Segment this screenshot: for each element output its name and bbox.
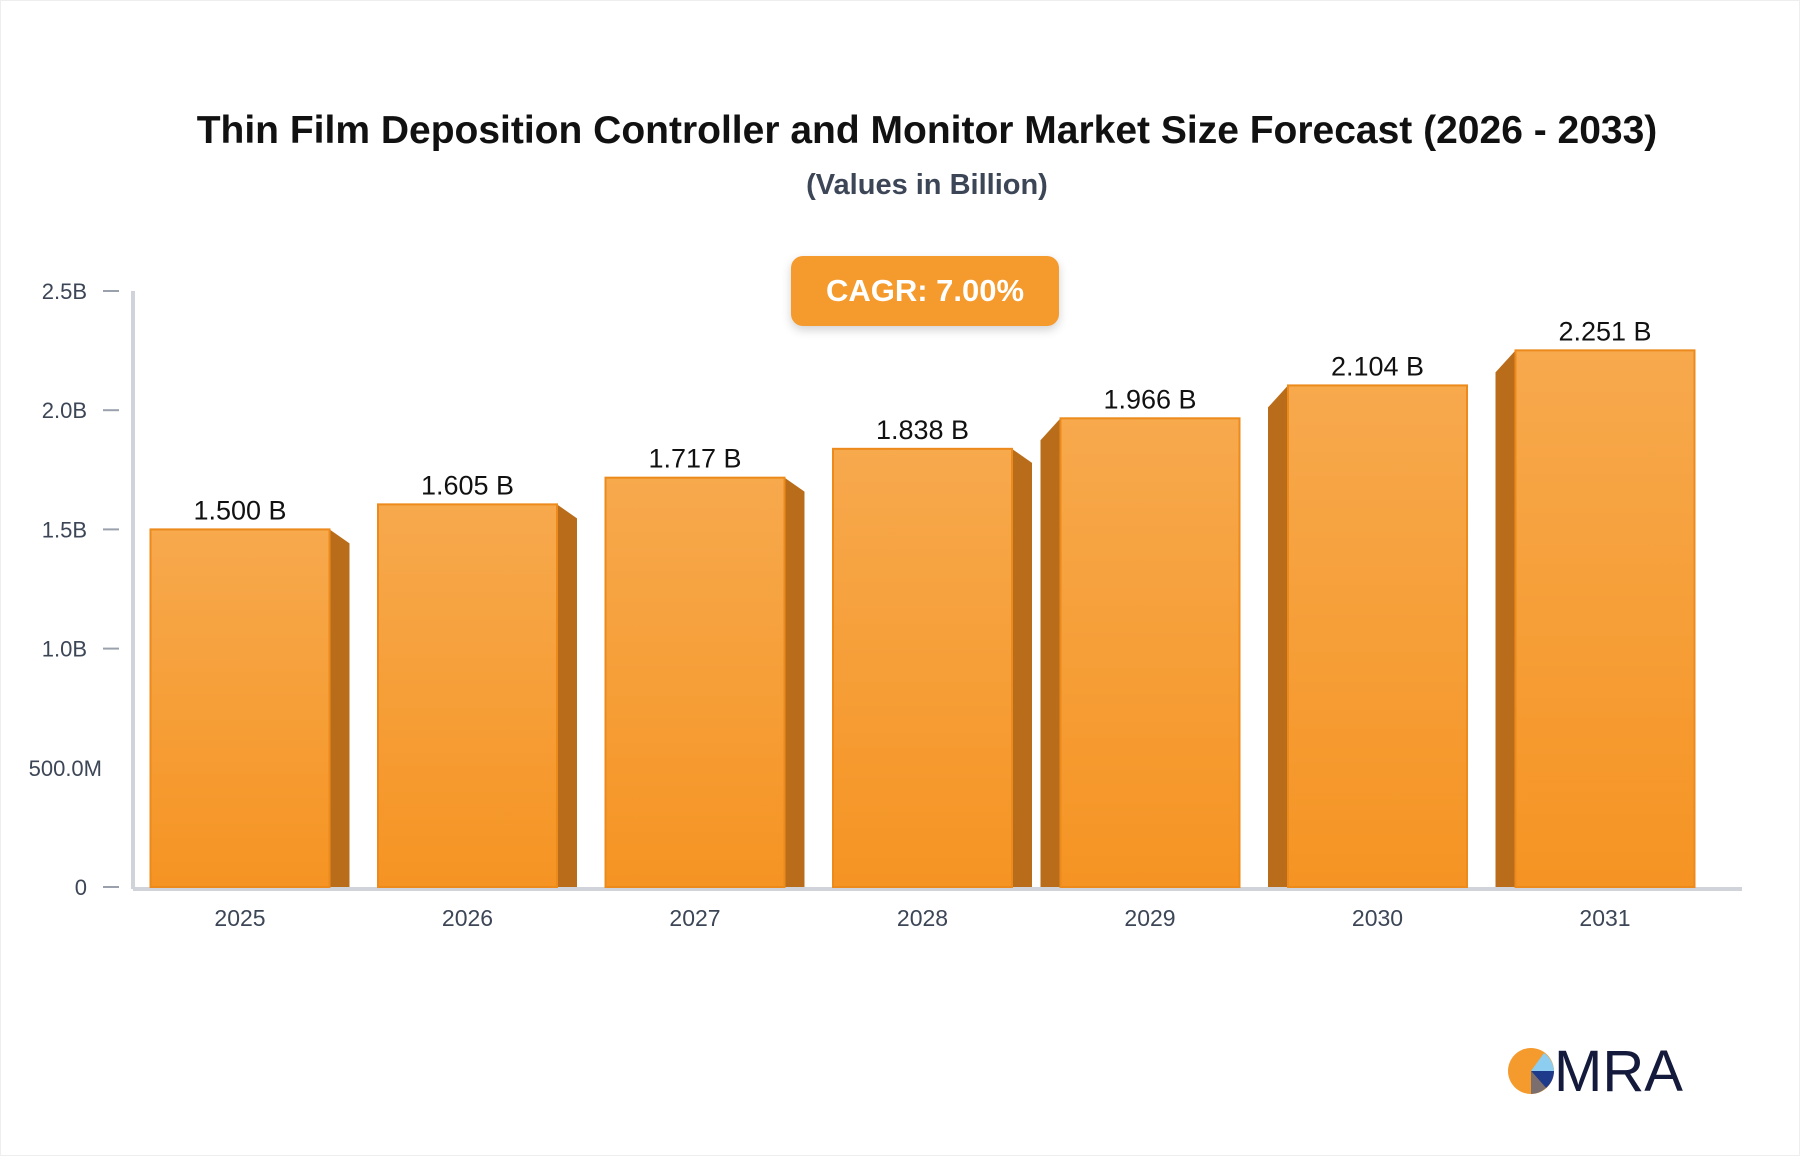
data-label: 2.104 B <box>1331 351 1424 381</box>
x-tick-label: 2025 <box>214 905 265 931</box>
x-tick-label: 2031 <box>1579 905 1630 931</box>
bar <box>149 528 331 889</box>
chart-subtitle: (Values in Billion) <box>806 169 1048 201</box>
bar-side <box>1268 385 1288 887</box>
bar-side <box>1012 448 1032 887</box>
cagr-badge: CAGR: 7.00% <box>791 256 1059 326</box>
bar-side <box>1495 350 1516 888</box>
data-label: 2.251 B <box>1558 316 1651 346</box>
data-label: 1.605 B <box>421 470 514 500</box>
bar-side <box>557 504 577 887</box>
x-tick-label: 2030 <box>1352 905 1403 931</box>
bar-side <box>1040 418 1061 887</box>
data-label: 1.717 B <box>648 444 741 474</box>
x-tick-label: 2026 <box>442 905 493 931</box>
y-tick-label: 2.0B <box>42 398 87 423</box>
x-tick-label: 2029 <box>1124 905 1175 931</box>
bar <box>832 447 1013 888</box>
y-tick-label: 1.5B <box>42 517 87 542</box>
bar <box>1287 384 1468 888</box>
bar <box>604 476 786 888</box>
bar <box>1514 349 1696 889</box>
data-label: 1.966 B <box>1103 384 1196 414</box>
data-label: 1.500 B <box>193 495 286 525</box>
svg-text:MRA: MRA <box>1554 1041 1683 1101</box>
y-tick-label: 1.0B <box>42 637 87 662</box>
bar <box>377 503 558 888</box>
x-tick-label: 2027 <box>669 905 720 931</box>
bar <box>1059 417 1241 888</box>
y-tick-label: 0 <box>75 875 87 900</box>
y-tick-label: 500.0M <box>29 756 102 781</box>
mra-logo: MRA <box>1508 1041 1683 1101</box>
bar-side <box>329 529 350 887</box>
data-label: 1.838 B <box>876 415 969 445</box>
x-tick-label: 2028 <box>897 905 948 931</box>
bar-side <box>784 477 805 887</box>
chart-title: Thin Film Deposition Controller and Moni… <box>196 109 1658 152</box>
y-tick-label: 2.5B <box>42 279 87 304</box>
